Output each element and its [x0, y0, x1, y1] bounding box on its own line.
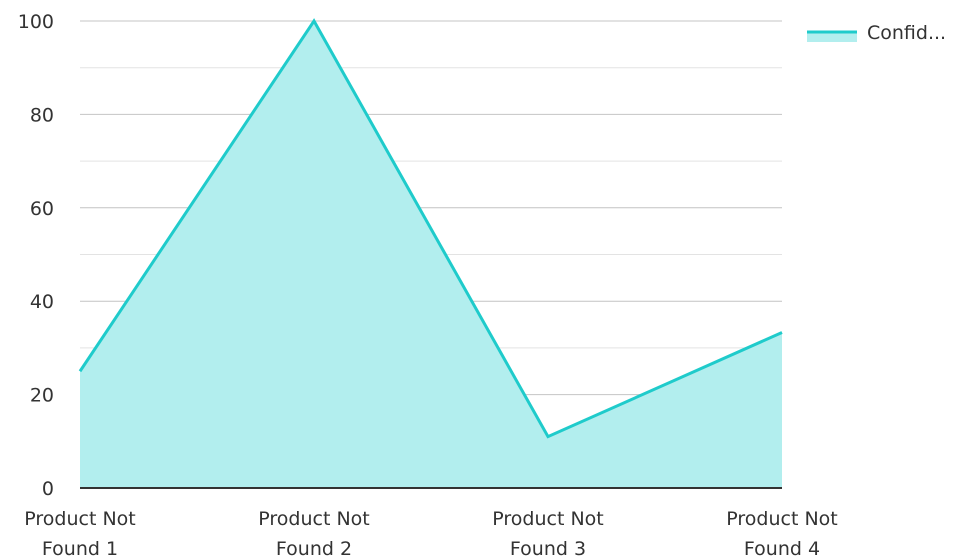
legend-swatch [807, 32, 857, 42]
y-tick-label: 60 [30, 198, 54, 220]
series-line[interactable] [78, 18, 783, 439]
x-axis-labels: Product Not Found 1 Product Not Found 2 Prod… [24, 508, 837, 560]
legend-label: Confid... [867, 22, 946, 44]
y-tick-label: 20 [30, 385, 54, 407]
x-tick-label: Product Not Found 4 [726, 508, 837, 560]
y-tick-label: 100 [18, 11, 54, 33]
x-tick-label: Product Not Found 2 [258, 508, 369, 560]
series-area [78, 18, 783, 488]
x-tick-label: Product Not Found 1 [24, 508, 135, 560]
legend[interactable]: Confid... [807, 22, 946, 44]
series-area-fill [80, 21, 782, 488]
x-tick-label: Product Not Found 3 [492, 508, 603, 560]
y-axis-ticks: 0 20 40 60 80 100 [18, 11, 54, 500]
y-tick-label: 40 [30, 291, 54, 313]
y-tick-label: 0 [42, 478, 54, 500]
y-tick-label: 80 [30, 104, 54, 126]
